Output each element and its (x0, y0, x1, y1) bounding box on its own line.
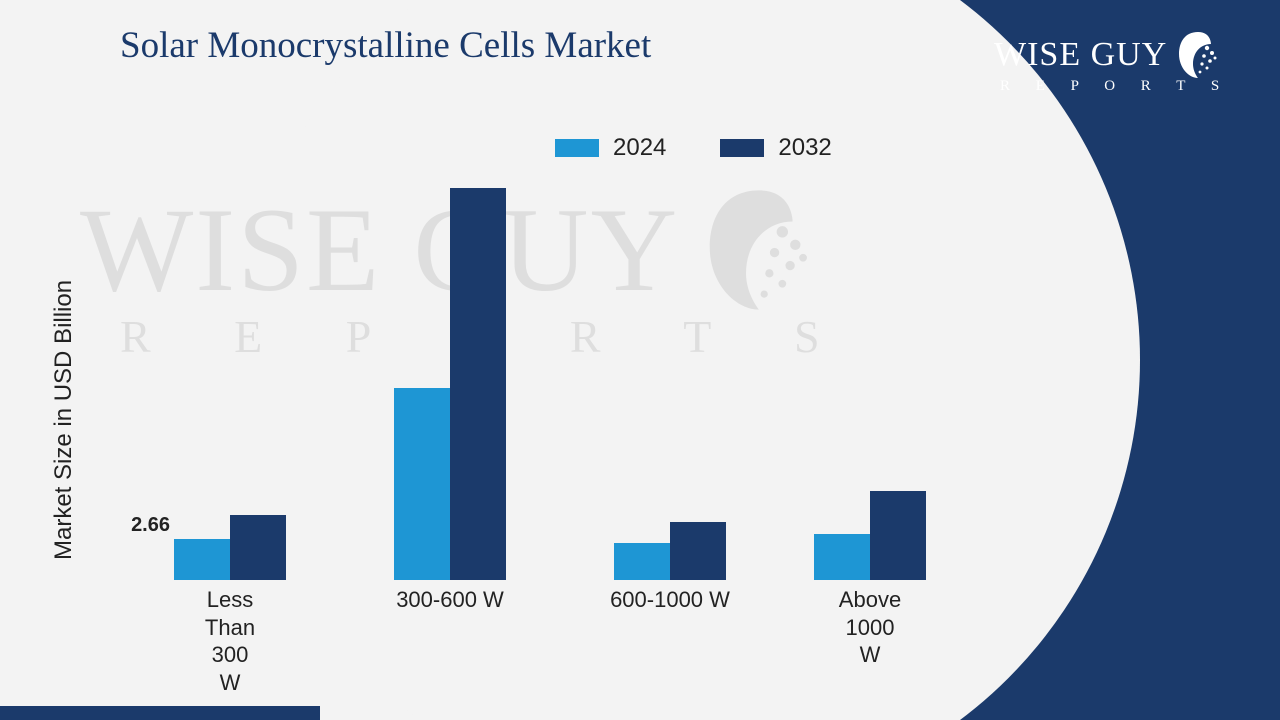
legend-label-2032: 2032 (778, 134, 831, 162)
legend-label-2024: 2024 (613, 134, 666, 162)
legend-item-2024: 2024 (555, 134, 666, 162)
bar (230, 515, 286, 580)
chart-title: Solar Monocrystalline Cells Market (120, 24, 651, 67)
bar (670, 522, 726, 580)
y-axis-label: Market Size in USD Billion (50, 280, 78, 560)
chart-plot-area: LessThan300W300-600 W600-1000 WAbove1000… (130, 180, 950, 580)
value-label: 2.66 (110, 514, 170, 537)
category-label: 600-1000 W (600, 586, 740, 614)
legend-item-2032: 2032 (720, 134, 831, 162)
bottom-accent-bar (0, 706, 320, 720)
category-label: LessThan300W (160, 586, 300, 696)
bar (174, 539, 230, 580)
bar (614, 543, 670, 580)
right-brand-panel (960, 0, 1280, 720)
bar (394, 388, 450, 580)
brand-logo: WISE GUY R E P O R T S (994, 28, 1246, 95)
chart-legend: 2024 2032 (555, 134, 832, 162)
category-label: Above1000W (800, 586, 940, 669)
bar (450, 188, 506, 580)
brand-main-text: WISE GUY (994, 36, 1167, 74)
bar (870, 491, 926, 580)
legend-swatch-2024 (555, 139, 599, 157)
brand-head-icon (1171, 28, 1225, 82)
legend-swatch-2032 (720, 139, 764, 157)
category-label: 300-600 W (380, 586, 520, 614)
bar (814, 534, 870, 580)
